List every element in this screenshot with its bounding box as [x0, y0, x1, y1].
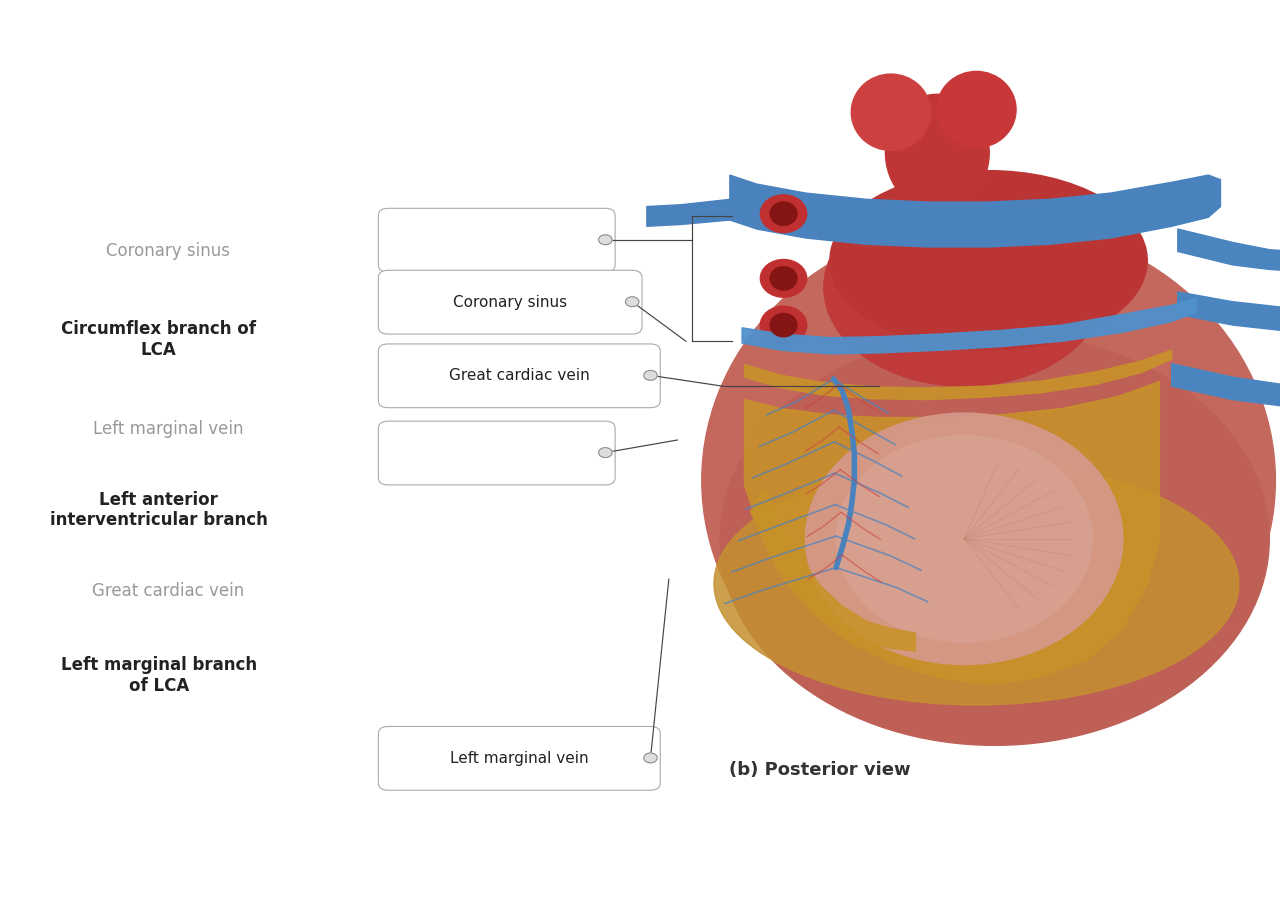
Polygon shape	[1171, 364, 1280, 409]
Polygon shape	[730, 175, 1221, 247]
Text: (b) Posterior view: (b) Posterior view	[728, 762, 910, 779]
Ellipse shape	[805, 413, 1123, 665]
Ellipse shape	[886, 94, 989, 211]
FancyBboxPatch shape	[379, 421, 616, 485]
Circle shape	[599, 235, 612, 244]
Text: Left marginal vein: Left marginal vein	[451, 751, 589, 766]
Text: Coronary sinus: Coronary sinus	[453, 295, 567, 310]
Ellipse shape	[721, 332, 1270, 745]
FancyBboxPatch shape	[379, 344, 660, 408]
Ellipse shape	[771, 267, 797, 290]
Ellipse shape	[771, 202, 797, 225]
Ellipse shape	[701, 220, 1275, 741]
Circle shape	[599, 447, 612, 458]
Circle shape	[644, 753, 657, 763]
Polygon shape	[1178, 292, 1280, 332]
FancyBboxPatch shape	[379, 208, 616, 272]
Polygon shape	[1178, 229, 1280, 271]
Text: Coronary sinus: Coronary sinus	[106, 242, 230, 260]
Text: Circumflex branch of
LCA: Circumflex branch of LCA	[61, 320, 256, 359]
Polygon shape	[742, 298, 1196, 354]
Ellipse shape	[829, 171, 1147, 350]
Text: Great cardiac vein: Great cardiac vein	[92, 582, 244, 600]
Text: Great cardiac vein: Great cardiac vein	[449, 368, 590, 383]
Circle shape	[626, 296, 639, 306]
Text: Left anterior
interventricular branch: Left anterior interventricular branch	[50, 490, 268, 530]
Polygon shape	[646, 199, 730, 226]
Ellipse shape	[836, 436, 1092, 642]
Ellipse shape	[714, 462, 1239, 705]
Ellipse shape	[937, 72, 1016, 148]
Ellipse shape	[771, 313, 797, 337]
Ellipse shape	[760, 195, 806, 233]
Ellipse shape	[760, 306, 806, 344]
Text: Left marginal branch
of LCA: Left marginal branch of LCA	[60, 656, 257, 695]
Circle shape	[644, 371, 657, 381]
Polygon shape	[750, 489, 915, 651]
Ellipse shape	[851, 75, 931, 150]
Polygon shape	[745, 382, 1160, 684]
FancyBboxPatch shape	[379, 270, 643, 334]
Ellipse shape	[824, 189, 1105, 386]
Polygon shape	[745, 350, 1171, 400]
Text: Left marginal vein: Left marginal vein	[93, 420, 243, 438]
Ellipse shape	[760, 260, 806, 297]
FancyBboxPatch shape	[379, 726, 660, 790]
